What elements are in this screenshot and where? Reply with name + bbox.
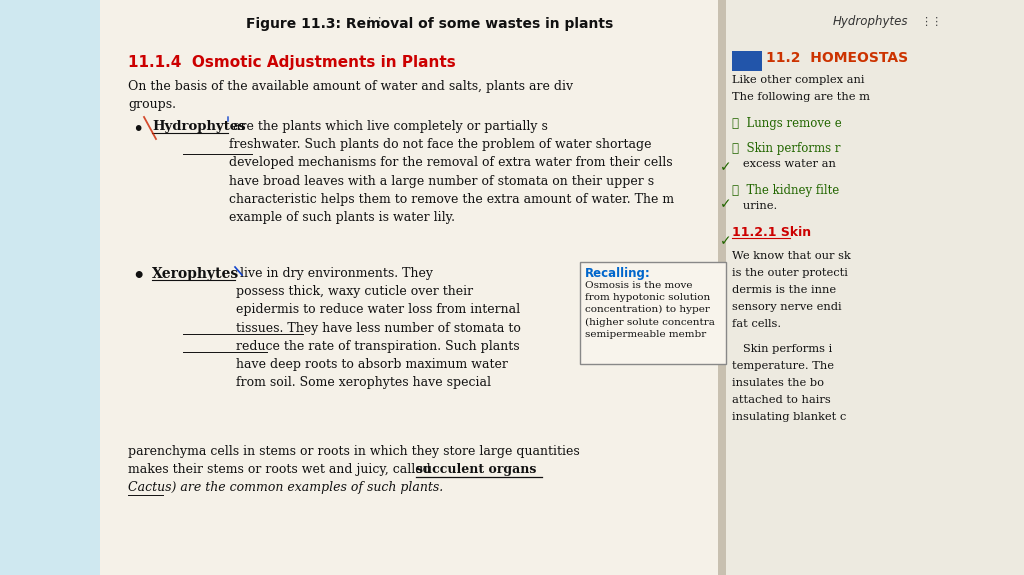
Text: •: • [132, 267, 144, 286]
Text: live in dry environments. They
possess thick, waxy cuticle over their
epidermis : live in dry environments. They possess t… [236, 267, 521, 389]
Text: are the plants which live completely or partially s
freshwater. Such plants do n: are the plants which live completely or … [229, 120, 674, 224]
Text: ✔  Skin performs r: ✔ Skin performs r [732, 142, 841, 155]
Text: succulent organs: succulent organs [416, 463, 537, 476]
Text: ⋮⋮: ⋮⋮ [920, 17, 942, 27]
Text: ✓: ✓ [720, 160, 731, 174]
Text: ✔  Lungs remove e: ✔ Lungs remove e [732, 117, 842, 130]
Text: Hydrophytes: Hydrophytes [152, 120, 246, 133]
Text: •: • [132, 120, 143, 139]
Text: 11.2  HOMEOSTAS: 11.2 HOMEOSTAS [766, 51, 908, 65]
FancyBboxPatch shape [718, 0, 726, 575]
Text: makes their stems or roots wet and juicy, called: makes their stems or roots wet and juicy… [128, 463, 435, 476]
Text: temperature. The: temperature. The [732, 361, 834, 371]
Text: Cactus) are the common examples of such plants.: Cactus) are the common examples of such … [128, 481, 443, 494]
Text: Recalling:: Recalling: [585, 267, 650, 280]
Text: On the basis of the available amount of water and salts, plants are div
groups.: On the basis of the available amount of … [128, 80, 573, 111]
Text: Figure 11.3: Removal of some wastes in plants: Figure 11.3: Removal of some wastes in p… [247, 17, 613, 31]
FancyBboxPatch shape [580, 262, 726, 364]
Text: insulating blanket c: insulating blanket c [732, 412, 846, 422]
Text: Skin performs i: Skin performs i [732, 344, 833, 354]
Text: ✔  The kidney filte: ✔ The kidney filte [732, 184, 840, 197]
Text: 11.1.4  Osmotic Adjustments in Plants: 11.1.4 Osmotic Adjustments in Plants [128, 55, 456, 70]
Text: Like other complex ani: Like other complex ani [732, 75, 864, 85]
Text: insulates the bo: insulates the bo [732, 378, 824, 388]
Text: excess water an: excess water an [732, 159, 836, 169]
Text: parenchyma cells in stems or roots in which they store large quantities: parenchyma cells in stems or roots in wh… [128, 445, 580, 458]
Text: sensory nerve endi: sensory nerve endi [732, 302, 842, 312]
FancyBboxPatch shape [725, 0, 1024, 575]
Text: The following are the m: The following are the m [732, 92, 870, 102]
FancyBboxPatch shape [100, 0, 725, 575]
Text: fat cells.: fat cells. [732, 319, 781, 329]
Text: ⋮⋮: ⋮⋮ [362, 17, 385, 27]
Text: attached to hairs: attached to hairs [732, 395, 830, 405]
Text: urine.: urine. [732, 201, 777, 211]
Text: dermis is the inne: dermis is the inne [732, 285, 837, 295]
Text: 11.2.1 Skin: 11.2.1 Skin [732, 226, 811, 239]
Text: Xerophytes: Xerophytes [152, 267, 240, 281]
Text: ✓: ✓ [720, 197, 731, 211]
Text: ✓: ✓ [720, 234, 731, 248]
Text: Osmosis is the move
from hypotonic solution
concentration) to hyper
(higher solu: Osmosis is the move from hypotonic solut… [585, 281, 715, 339]
Text: is the outer protecti: is the outer protecti [732, 268, 848, 278]
Text: Hydrophytes: Hydrophytes [833, 15, 907, 28]
FancyBboxPatch shape [732, 51, 762, 71]
Text: We know that our sk: We know that our sk [732, 251, 851, 261]
